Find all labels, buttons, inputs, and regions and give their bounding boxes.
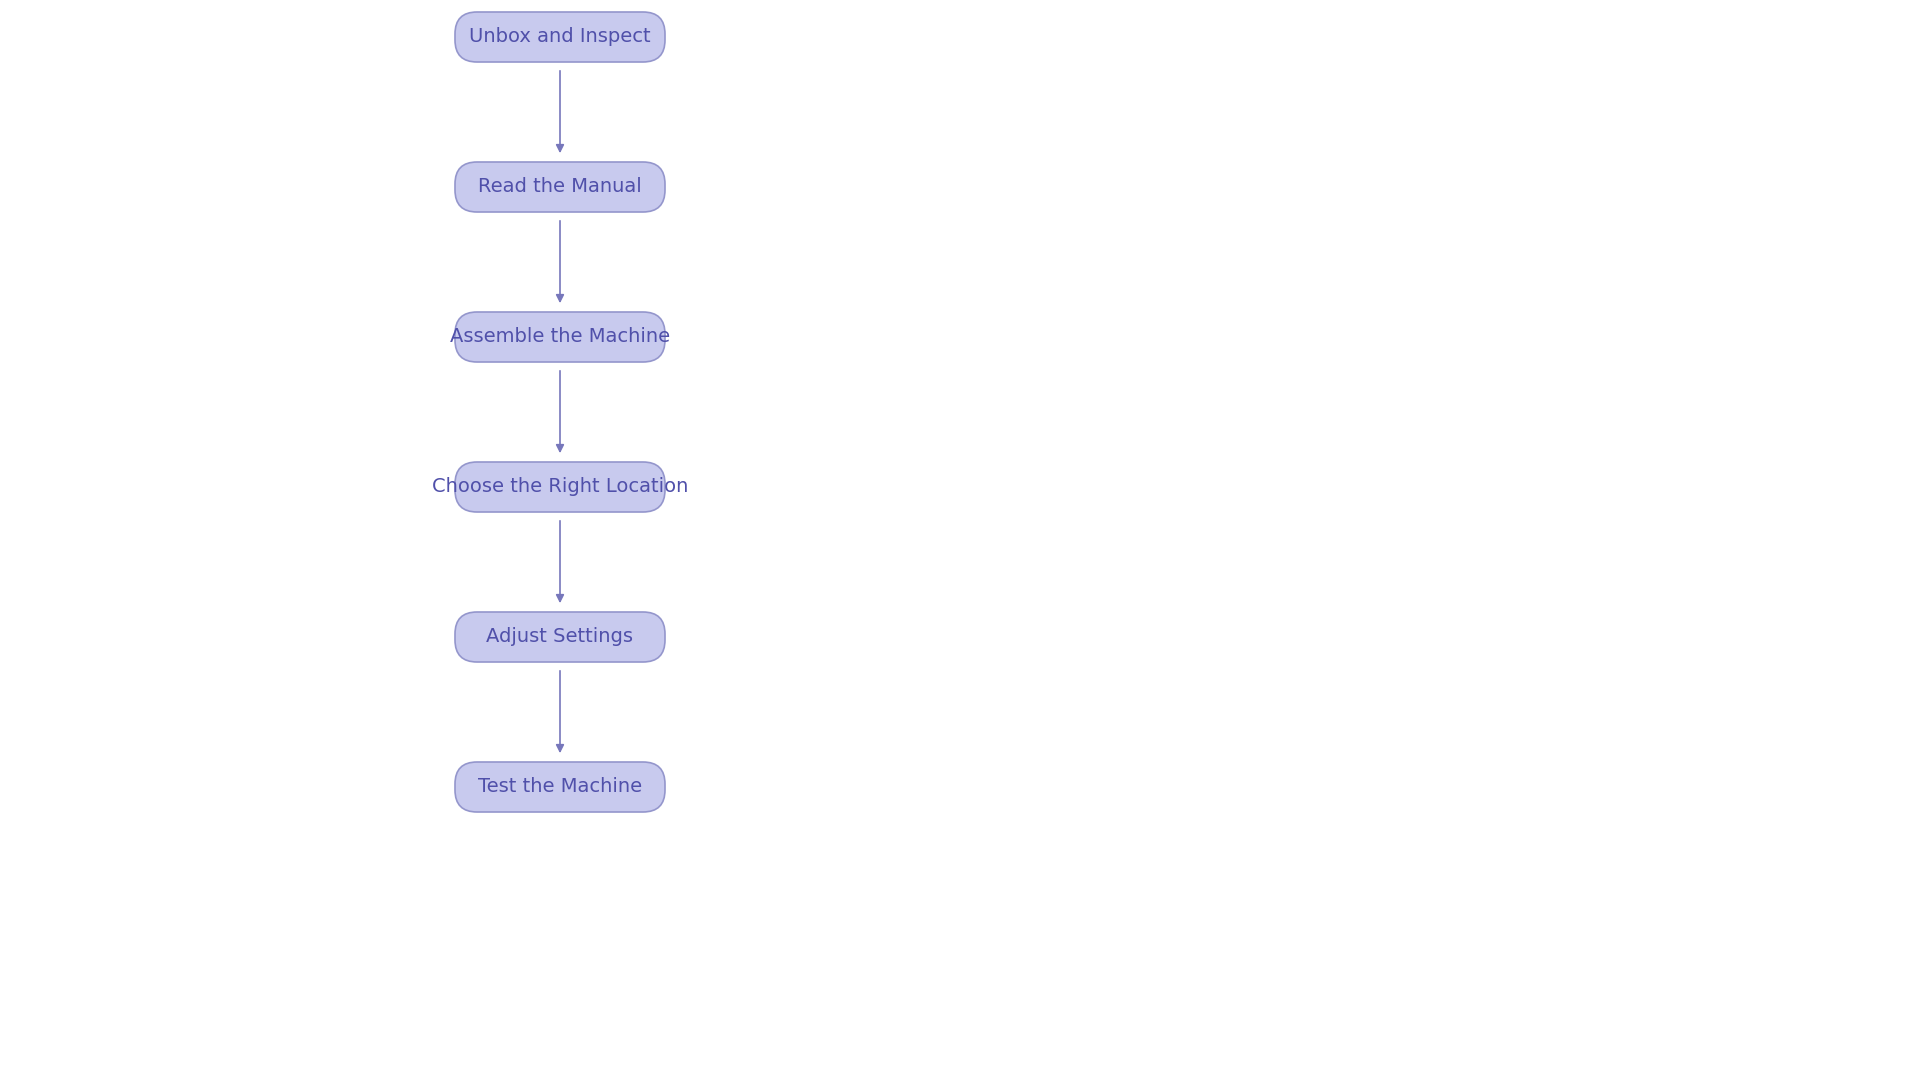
FancyBboxPatch shape	[455, 462, 664, 512]
Text: Choose the Right Location: Choose the Right Location	[432, 478, 687, 496]
FancyBboxPatch shape	[455, 612, 664, 662]
FancyBboxPatch shape	[455, 12, 664, 62]
Text: Test the Machine: Test the Machine	[478, 778, 641, 796]
Text: Unbox and Inspect: Unbox and Inspect	[468, 27, 651, 47]
FancyBboxPatch shape	[455, 762, 664, 812]
FancyBboxPatch shape	[455, 162, 664, 212]
Text: Adjust Settings: Adjust Settings	[486, 627, 634, 647]
Text: Read the Manual: Read the Manual	[478, 178, 641, 196]
Text: Assemble the Machine: Assemble the Machine	[449, 327, 670, 347]
FancyBboxPatch shape	[455, 312, 664, 362]
